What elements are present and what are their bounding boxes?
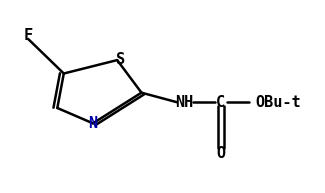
- Text: F: F: [24, 28, 33, 43]
- Text: C: C: [216, 95, 225, 110]
- Text: NH: NH: [175, 95, 193, 110]
- Text: OBu-t: OBu-t: [255, 95, 301, 110]
- Text: S: S: [116, 52, 125, 67]
- Text: N: N: [88, 116, 98, 131]
- Text: O: O: [216, 146, 225, 162]
